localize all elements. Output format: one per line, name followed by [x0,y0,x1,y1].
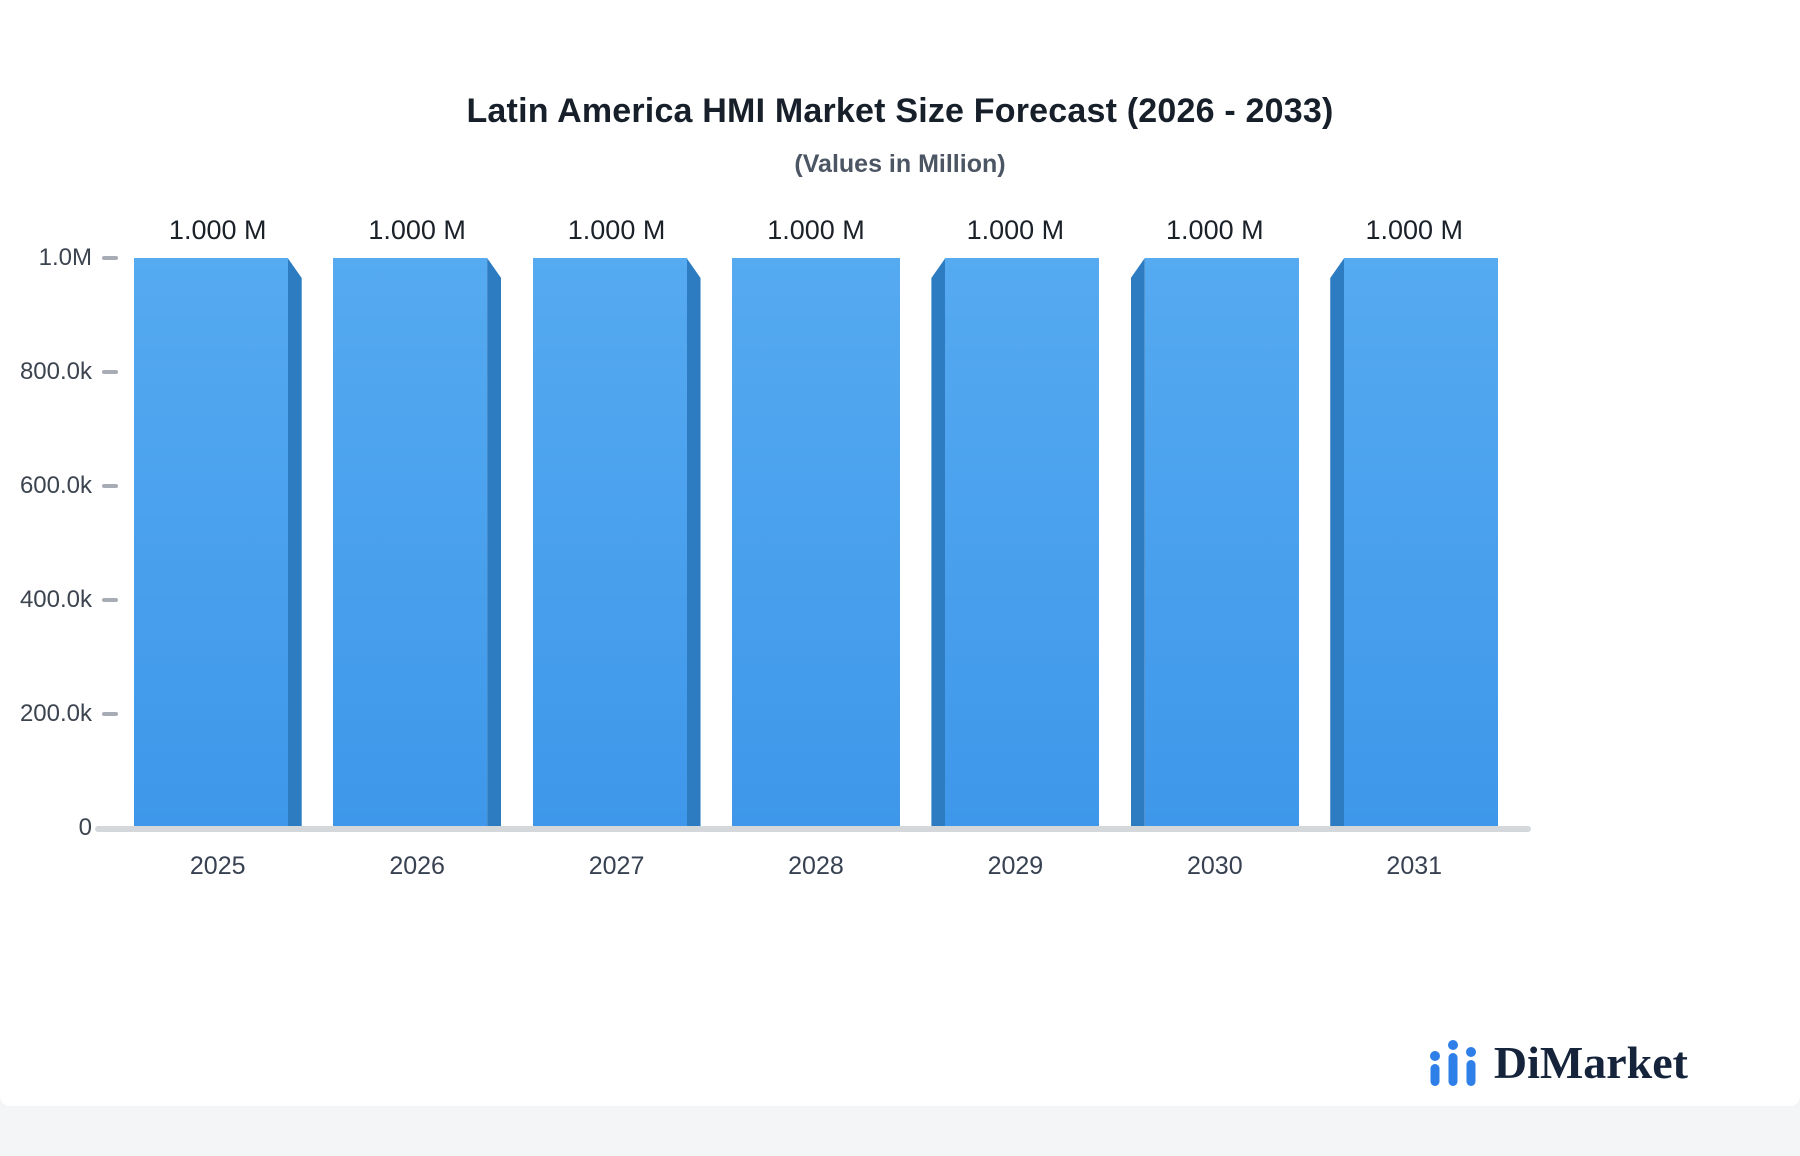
y-tick-label: 800.0k [19,358,92,385]
bar-face [945,258,1100,828]
bar-value-label: 1.000 M [966,215,1065,245]
bar-side-shadow [1330,258,1345,828]
brand-name: DiMarket [1493,1037,1688,1088]
bar-side-shadow [686,258,701,828]
bar-value-label: 1.000 M [1365,215,1464,245]
bar-side-shadow [1130,258,1145,828]
x-axis-label: 2026 [389,852,445,880]
bar-side-shadow [931,258,946,828]
x-axis-label: 2028 [788,852,844,880]
bar-face [1344,258,1499,828]
x-axis-label: 2031 [1386,852,1443,880]
x-axis-label: 2025 [189,852,246,880]
bar-face [731,258,900,828]
bar: 1.000 M [931,215,1100,828]
y-tick-label: 400.0k [19,586,92,613]
chart-subtitle: (Values in Million) [794,150,1006,178]
bar-side-shadow [287,258,302,828]
bar-group[interactable]: 1.000 M 2026 [317,215,516,880]
bar: 1.000 M [333,215,502,828]
brand-logo: DiMarket [1428,1036,1688,1089]
bar-group[interactable]: 1.000 M 2029 [916,215,1115,880]
bar-group[interactable]: 1.000 M 2030 [1115,215,1314,880]
chart-card: Latin America HMI Market Size Forecast (… [0,0,1800,1106]
y-tick-label: 0 [78,814,92,841]
bar-chart-logo-icon [1429,1039,1476,1086]
y-tick-mark [102,370,118,374]
chart-title: Latin America HMI Market Size Forecast (… [466,92,1334,130]
bar-face [1144,258,1299,828]
x-axis-label: 2030 [1187,852,1243,880]
bar-face [532,258,687,828]
bar-value-label: 1.000 M [368,215,466,245]
footer-strip [0,1106,1800,1156]
bar: 1.000 M [133,215,302,828]
plot-area: 1.000 M 2025 1.000 M 2026 1.000 M 2027 1.000 M… [118,215,1514,880]
y-tick-label: 1.0M [38,244,92,271]
bar-face [333,258,488,828]
bar-value-label: 1.000 M [767,215,865,245]
y-tick-mark [102,484,118,488]
bar-value-label: 1.000 M [567,215,666,245]
bar-group[interactable]: 1.000 M 2025 [118,215,317,880]
bar-value-label: 1.000 M [168,215,267,245]
bar: 1.000 M [532,215,701,828]
bar-face [133,258,288,828]
x-axis-line [95,826,1531,832]
bar-value-label: 1.000 M [1166,215,1264,245]
y-tick-label: 600.0k [19,472,92,499]
bar-side-shadow [487,258,502,828]
bar: 1.000 M [731,215,900,828]
x-axis-label: 2027 [588,852,645,880]
y-tick-label: 200.0k [19,700,92,727]
y-axis: 0 200.0k 400.0k 600.0k 800.0k 1.0M [0,244,118,841]
bar-group[interactable]: 1.000 M 2031 [1315,215,1514,880]
bar-group[interactable]: 1.000 M 2027 [517,215,716,880]
bar: 1.000 M [1330,215,1499,828]
bar: 1.000 M [1130,215,1299,828]
y-tick-mark [102,598,118,602]
y-tick-mark [102,712,118,716]
bar-group[interactable]: 1.000 M 2028 [716,215,915,880]
x-axis-label: 2029 [987,852,1044,880]
y-tick-mark [102,256,118,260]
